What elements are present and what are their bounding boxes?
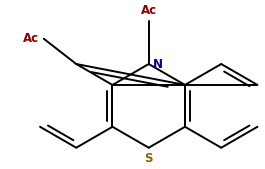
Text: N: N [153,57,163,70]
Text: Ac: Ac [23,32,39,45]
Text: S: S [144,152,153,165]
Text: Ac: Ac [141,4,157,17]
